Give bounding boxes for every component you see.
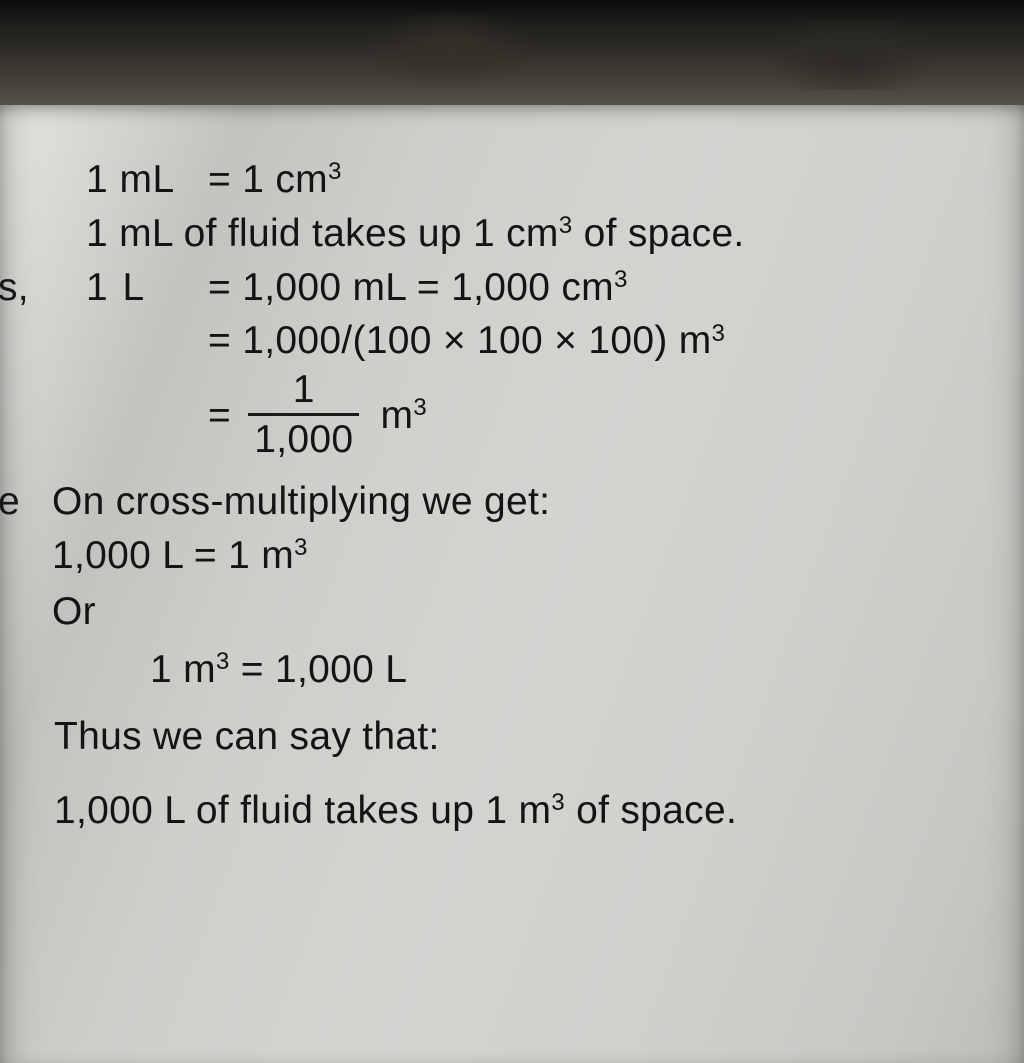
rhs: = 1,000 mL = 1,000 cm3	[208, 261, 628, 315]
text-line-11: 1,000 L of fluid takes up 1 m3 of space.	[0, 784, 1024, 838]
rhs: = 1 cm3	[208, 153, 342, 207]
lhs: 1 L	[86, 261, 208, 315]
fraction-denominator: 1,000	[248, 416, 359, 461]
unit: m3	[380, 394, 427, 437]
text-block: 1 mL = 1 cm3 1 mL of fluid takes up 1 cm…	[0, 153, 1024, 1063]
text-line-8: Or	[0, 585, 1024, 639]
text-line-2: 1 mL of fluid takes up 1 cm3 of space.	[0, 207, 1024, 261]
equation-line-4: = 1,000/(100 × 100 × 100) m3	[0, 314, 1024, 368]
rhs: = 1 1,000 m3	[208, 374, 427, 465]
margin-marker: e	[0, 475, 20, 529]
equation-line-7: 1,000 L = 1 m3	[0, 529, 1024, 583]
fraction: 1 1,000	[248, 370, 359, 461]
lhs-spacer	[86, 314, 208, 368]
equation-line-1: 1 mL = 1 cm3	[0, 153, 1024, 207]
equation-line-5-fraction: = 1 1,000 m3	[0, 374, 1024, 465]
equation-line-3: s, 1 L = 1,000 mL = 1,000 cm3	[0, 261, 1024, 315]
photo-background-strip	[0, 0, 1024, 105]
textbook-page: 1 mL = 1 cm3 1 mL of fluid takes up 1 cm…	[0, 105, 1024, 1063]
text-line-6: e On cross-multiplying we get:	[0, 475, 1024, 529]
lhs-spacer	[86, 374, 208, 465]
lhs: 1 mL	[86, 153, 208, 207]
equation-line-9: 1 m3 = 1,000 L	[0, 643, 1024, 697]
fraction-numerator: 1	[248, 370, 359, 416]
rhs: = 1,000/(100 × 100 × 100) m3	[208, 314, 725, 368]
margin-marker: s,	[0, 261, 28, 315]
text-line-10: Thus we can say that:	[0, 710, 1024, 764]
